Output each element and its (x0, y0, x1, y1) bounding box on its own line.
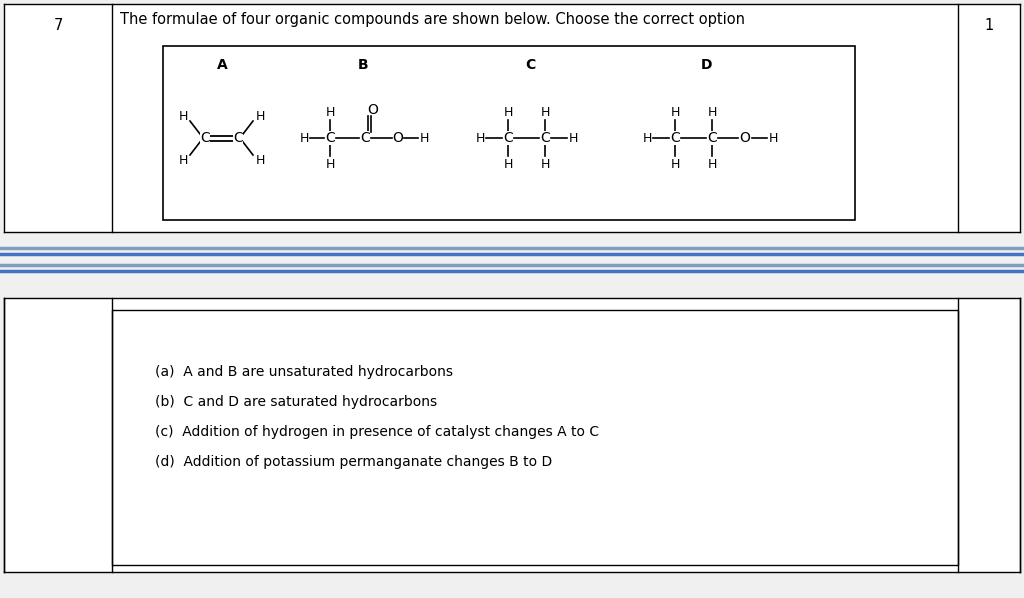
Text: H: H (504, 105, 513, 118)
Text: H: H (178, 154, 187, 166)
Text: (c)  Addition of hydrogen in presence of catalyst changes A to C: (c) Addition of hydrogen in presence of … (155, 425, 599, 439)
Text: H: H (642, 132, 651, 145)
Text: H: H (299, 132, 308, 145)
Text: C: C (233, 131, 243, 145)
Text: C: C (670, 131, 680, 145)
Text: O: O (392, 131, 403, 145)
Text: C: C (326, 131, 335, 145)
Text: C: C (503, 131, 513, 145)
Bar (4, 298, 1020, 572)
Text: 1: 1 (984, 18, 993, 33)
Text: C: C (525, 58, 536, 72)
Text: The formulae of four organic compounds are shown below. Choose the correct optio: The formulae of four organic compounds a… (120, 12, 745, 27)
Text: H: H (568, 132, 578, 145)
Text: B: B (357, 58, 369, 72)
Text: C: C (708, 131, 717, 145)
Text: H: H (708, 105, 717, 118)
Bar (163, 46, 855, 220)
Text: H: H (708, 157, 717, 170)
Text: H: H (671, 157, 680, 170)
Text: H: H (255, 154, 264, 166)
Text: H: H (255, 109, 264, 123)
Text: H: H (419, 132, 429, 145)
Text: (a)  A and B are unsaturated hydrocarbons: (a) A and B are unsaturated hydrocarbons (155, 365, 453, 379)
Text: H: H (475, 132, 484, 145)
Text: 7: 7 (53, 18, 62, 33)
Bar (112, 310, 958, 565)
Text: H: H (541, 157, 550, 170)
Text: (b)  C and D are saturated hydrocarbons: (b) C and D are saturated hydrocarbons (155, 395, 437, 409)
Text: C: C (540, 131, 550, 145)
Text: H: H (326, 105, 335, 118)
Text: H: H (671, 105, 680, 118)
Text: (d)  Addition of potassium permanganate changes B to D: (d) Addition of potassium permanganate c… (155, 455, 552, 469)
Text: H: H (326, 157, 335, 170)
Text: H: H (178, 109, 187, 123)
Bar (4, 4, 1020, 232)
Text: O: O (739, 131, 751, 145)
Text: H: H (768, 132, 777, 145)
Text: O: O (368, 103, 379, 117)
Text: C: C (200, 131, 210, 145)
Text: H: H (504, 157, 513, 170)
Text: A: A (217, 58, 227, 72)
Text: H: H (541, 105, 550, 118)
Text: C: C (360, 131, 370, 145)
Text: D: D (700, 58, 712, 72)
